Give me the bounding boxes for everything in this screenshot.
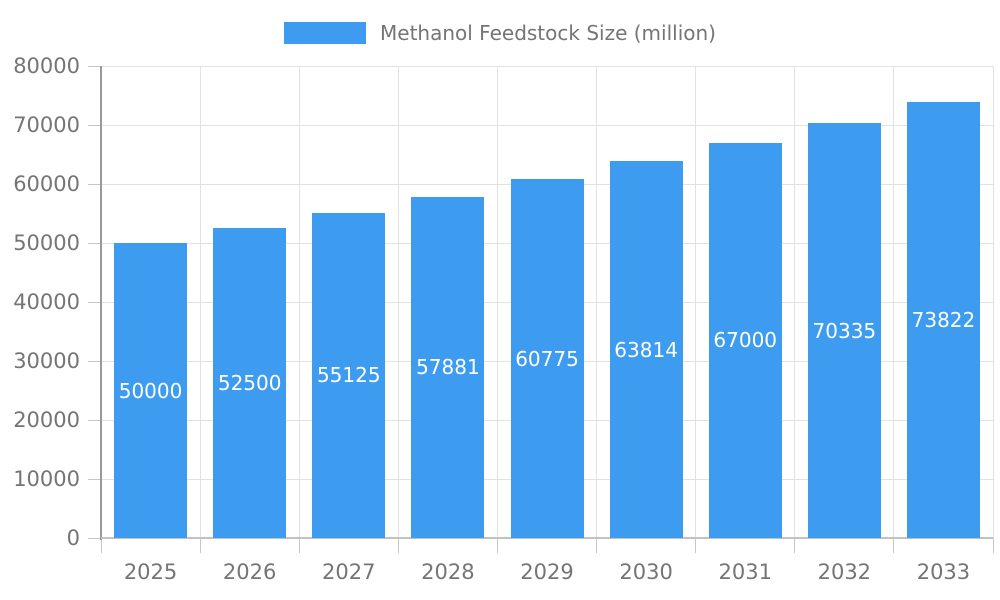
y-axis-label: 70000: [13, 113, 80, 137]
bar-value-label: 63814: [614, 337, 678, 362]
bar-value-label: 60775: [515, 346, 579, 371]
bar-value-label: 67000: [713, 328, 778, 353]
x-axis-tick: [695, 538, 697, 553]
y-axis-tick: [88, 419, 101, 421]
legend[interactable]: Methanol Feedstock Size (million): [0, 20, 1000, 46]
x-axis-tick: [496, 538, 498, 553]
y-axis-label: 30000: [13, 349, 80, 373]
v-gridline: [596, 66, 598, 538]
bar-2027[interactable]: [312, 212, 386, 538]
bar-2029[interactable]: [510, 179, 584, 538]
v-gridline: [992, 66, 994, 538]
y-axis-tick: [88, 360, 101, 362]
v-gridline: [893, 66, 895, 538]
x-axis-line: [101, 537, 993, 539]
v-gridline: [397, 66, 399, 538]
y-axis-tick: [88, 242, 101, 244]
v-gridline: [298, 66, 300, 538]
x-axis-label: 2027: [322, 560, 376, 584]
bar-2026[interactable]: [213, 228, 287, 538]
y-axis-line: [100, 66, 102, 540]
v-gridline: [695, 66, 697, 538]
x-axis-label: 2029: [520, 560, 574, 584]
y-axis-tick: [88, 478, 101, 480]
bar-value-label: 52500: [217, 371, 282, 396]
bar-value-label: 50000: [118, 378, 183, 403]
x-axis-label: 2032: [817, 560, 872, 584]
x-axis-label: 2030: [619, 560, 673, 584]
x-axis-tick: [100, 538, 102, 553]
y-axis-tick: [88, 65, 101, 67]
y-axis-label: 10000: [13, 467, 80, 491]
x-axis-tick: [794, 538, 796, 553]
x-axis-label: 2026: [222, 560, 277, 584]
y-axis-tick: [88, 537, 101, 539]
x-axis-tick: [992, 538, 994, 553]
y-axis-label: 20000: [13, 408, 80, 432]
v-gridline: [199, 66, 201, 538]
x-axis-tick: [199, 538, 201, 553]
v-gridline: [794, 66, 796, 538]
bar-value-label: 57881: [416, 355, 480, 380]
x-axis-tick: [596, 538, 598, 553]
x-axis-label: 2033: [916, 560, 971, 584]
v-gridline: [496, 66, 498, 538]
x-axis-label: 2025: [123, 560, 178, 584]
y-axis-tick: [88, 183, 101, 185]
x-axis-tick: [893, 538, 895, 553]
bar-2030[interactable]: [609, 161, 683, 538]
x-axis-label: 2028: [421, 560, 475, 584]
bar-value-label: 55125: [316, 363, 381, 388]
y-axis-label: 0: [66, 526, 80, 550]
h-gridline: [101, 65, 993, 67]
bar-2028[interactable]: [411, 196, 485, 538]
bar-2025[interactable]: [114, 243, 188, 538]
bar-value-label: 70335: [812, 318, 877, 343]
x-axis-tick: [397, 538, 399, 553]
x-axis-tick: [298, 538, 300, 553]
y-axis-tick: [88, 301, 101, 303]
y-axis-label: 50000: [13, 231, 80, 255]
legend-swatch: [284, 22, 367, 44]
h-gridline: [101, 124, 993, 126]
y-axis-label: 60000: [13, 172, 80, 196]
y-axis-label: 40000: [13, 290, 80, 314]
bar-value-label: 73822: [911, 308, 976, 333]
bar-2031[interactable]: [708, 142, 782, 538]
x-axis-label: 2031: [718, 560, 772, 584]
y-axis-label: 80000: [13, 54, 80, 78]
bar-2033[interactable]: [906, 102, 980, 538]
bar-2032[interactable]: [807, 123, 881, 538]
y-axis-tick: [88, 124, 101, 126]
legend-label: Methanol Feedstock Size (million): [380, 21, 716, 45]
